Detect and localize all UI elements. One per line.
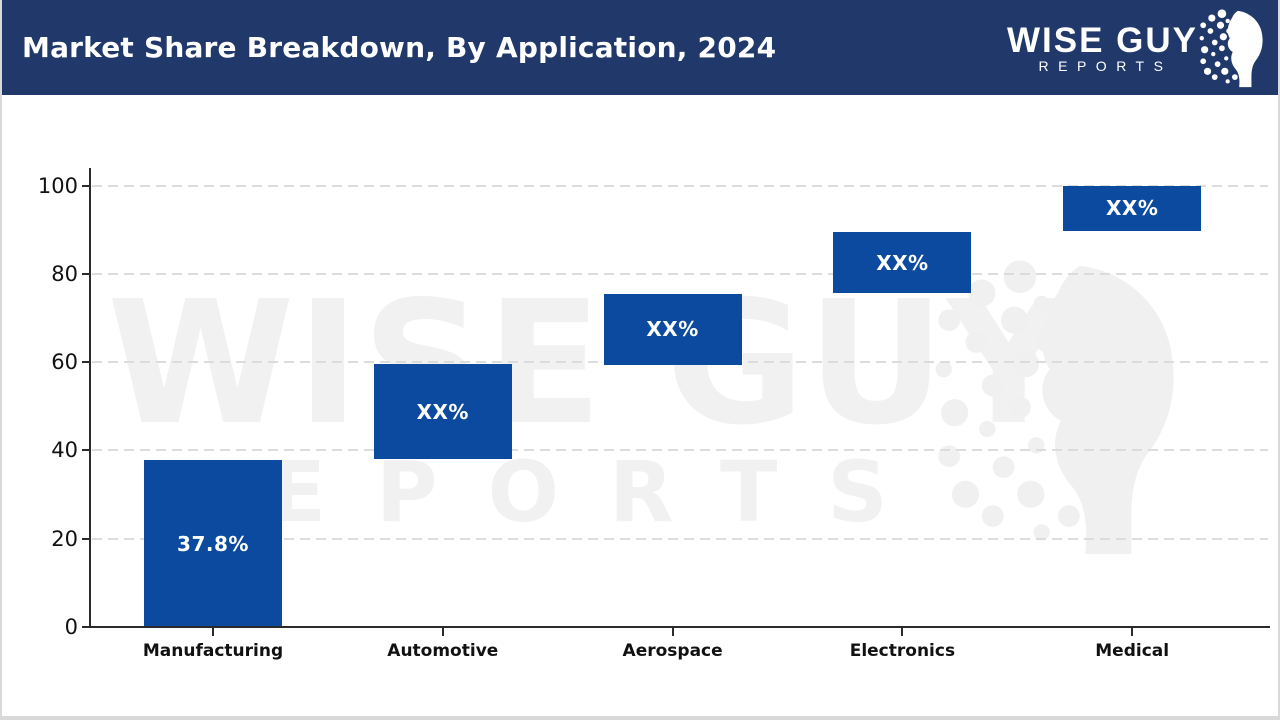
y-tick-label-80: 80: [51, 261, 78, 286]
x-tick-label-medical: Medical: [1095, 641, 1170, 661]
gridline-y-20: [92, 537, 1268, 540]
y-tick-label-40: 40: [51, 438, 78, 463]
x-tick-mark-electronics: [901, 628, 904, 636]
y-tick-mark-100: [82, 184, 89, 187]
x-tick-mark-medical: [1131, 628, 1134, 636]
logo-wordmark: WISE GUY: [1006, 20, 1198, 60]
bar-electronics: XX%: [833, 231, 972, 294]
y-tick-label-100: 100: [37, 173, 78, 198]
chart-title: Market Share Breakdown, By Application, …: [22, 31, 777, 64]
header-bar: Market Share Breakdown, By Application, …: [2, 0, 1278, 95]
wise-guy-logo: WISE GUY REPORTS: [1007, 8, 1268, 90]
x-axis-spine: [89, 626, 1270, 628]
y-tick-label-60: 60: [51, 350, 78, 375]
wise-guy-face-icon: [1196, 8, 1268, 90]
y-tick-label-20: 20: [51, 526, 78, 551]
x-tick-label-manufacturing: Manufacturing: [142, 641, 284, 661]
bar-manufacturing: 37.8%: [144, 460, 282, 627]
gridline-y-80: [92, 272, 1268, 275]
bar-value-label: XX%: [646, 317, 699, 342]
bar-medical: XX%: [1063, 185, 1202, 232]
y-tick-mark-0: [82, 626, 89, 628]
y-tick-label-0: 0: [64, 615, 78, 639]
y-tick-mark-60: [82, 361, 89, 364]
chart-area: WISE GUY REPORTS 0 20 40 60 80 100 37.8% Manufa…: [2, 95, 1278, 716]
gridline-y-100: [92, 184, 1268, 187]
bar-aerospace: XX%: [603, 294, 742, 365]
bar-value-label: XX%: [416, 399, 469, 424]
x-tick-mark-manufacturing: [212, 628, 214, 636]
x-tick-mark-automotive: [441, 628, 444, 636]
y-tick-mark-80: [82, 272, 89, 275]
x-tick-label-automotive: Automotive: [387, 641, 499, 661]
bar-value-label: 37.8%: [177, 531, 249, 556]
x-tick-label-electronics: Electronics: [849, 641, 956, 661]
x-tick-mark-aerospace: [671, 628, 674, 636]
y-tick-mark-20: [82, 537, 89, 540]
y-tick-mark-40: [82, 449, 89, 452]
logo-text: WISE GUY REPORTS: [1006, 20, 1198, 74]
bar-value-label: XX%: [876, 250, 929, 275]
bar-value-label: XX%: [1105, 196, 1159, 221]
x-tick-label-aerospace: Aerospace: [622, 641, 723, 661]
bar-automotive: XX%: [373, 363, 512, 460]
gridline-y-40: [92, 449, 1268, 452]
logo-subtitle: REPORTS: [1038, 57, 1173, 74]
y-axis-spine: [89, 168, 91, 627]
